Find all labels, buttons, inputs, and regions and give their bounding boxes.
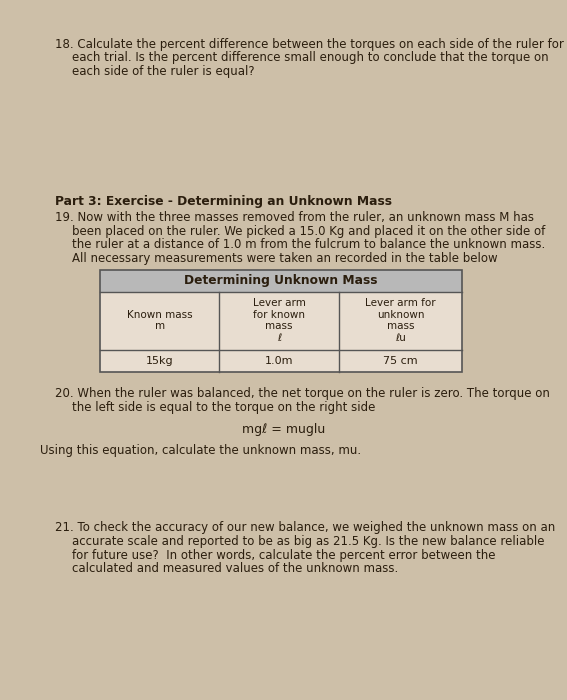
Text: m: m <box>155 321 165 331</box>
Text: 18. Calculate the percent difference between the torques on each side of the rul: 18. Calculate the percent difference bet… <box>55 38 564 51</box>
Text: Using this equation, calculate the unknown mass, mu.: Using this equation, calculate the unkno… <box>40 444 361 457</box>
Text: 20. When the ruler was balanced, the net torque on the ruler is zero. The torque: 20. When the ruler was balanced, the net… <box>55 388 550 400</box>
Bar <box>100 270 462 291</box>
Text: 19. Now with the three masses removed from the ruler, an unknown mass M has: 19. Now with the three masses removed fr… <box>55 211 534 225</box>
Text: accurate scale and reported to be as big as 21.5 Kg. Is the new balance reliable: accurate scale and reported to be as big… <box>72 535 544 548</box>
Text: been placed on the ruler. We picked a 15.0 Kg and placed it on the other side of: been placed on the ruler. We picked a 15… <box>72 225 545 238</box>
Text: Lever arm for: Lever arm for <box>365 298 436 308</box>
Text: the left side is equal to the torque on the right side: the left side is equal to the torque on … <box>72 401 375 414</box>
Text: ℓu: ℓu <box>395 332 406 343</box>
Text: the ruler at a distance of 1.0 m from the fulcrum to balance the unknown mass.: the ruler at a distance of 1.0 m from th… <box>72 239 545 251</box>
Text: 15kg: 15kg <box>146 356 174 365</box>
Text: each trial. Is the percent difference small enough to conclude that the torque o: each trial. Is the percent difference sm… <box>72 52 549 64</box>
Text: 75 cm: 75 cm <box>383 356 418 365</box>
Text: 1.0m: 1.0m <box>265 356 294 365</box>
Text: Part 3: Exercise - Determining an Unknown Mass: Part 3: Exercise - Determining an Unknow… <box>55 195 392 208</box>
Bar <box>100 270 462 372</box>
Text: calculated and measured values of the unknown mass.: calculated and measured values of the un… <box>72 562 398 575</box>
Text: Determining Unknown Mass: Determining Unknown Mass <box>184 274 378 287</box>
Text: unknown: unknown <box>376 309 424 320</box>
Text: for future use?  In other words, calculate the percent error between the: for future use? In other words, calculat… <box>72 549 496 561</box>
Text: mgℓ = muglu: mgℓ = muglu <box>242 423 325 435</box>
Text: ℓ: ℓ <box>277 332 281 343</box>
Text: Lever arm: Lever arm <box>253 298 306 308</box>
Bar <box>100 270 462 372</box>
Text: 21. To check the accuracy of our new balance, we weighed the unknown mass on an: 21. To check the accuracy of our new bal… <box>55 522 555 535</box>
Text: Known mass: Known mass <box>127 309 193 320</box>
Text: mass: mass <box>387 321 414 331</box>
Text: mass: mass <box>265 321 293 331</box>
Text: for known: for known <box>253 309 305 320</box>
Text: All necessary measurements were taken an recorded in the table below: All necessary measurements were taken an… <box>72 252 498 265</box>
Text: each side of the ruler is equal?: each side of the ruler is equal? <box>72 65 255 78</box>
